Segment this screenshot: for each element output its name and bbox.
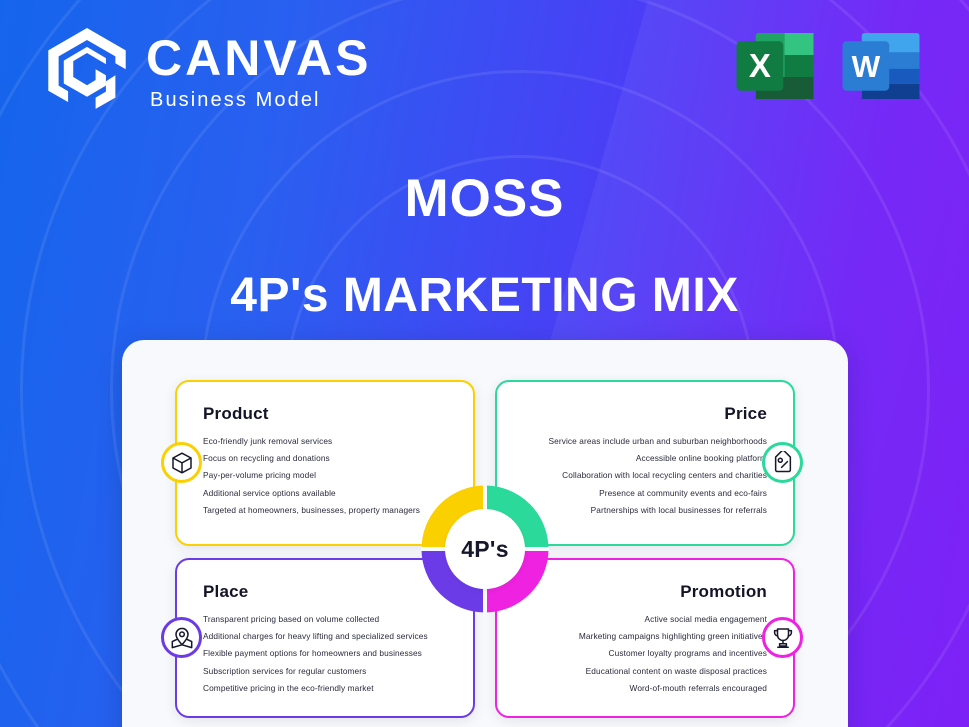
list-item: Presence at community events and eco-fai… xyxy=(599,487,767,498)
quadrant-card-product[interactable]: Product Eco-friendly junk removal servic… xyxy=(175,380,475,546)
card-list-product: Eco-friendly junk removal services Focus… xyxy=(203,437,447,515)
hexagon-canvas-logo-icon xyxy=(48,28,126,109)
hub-core: 4P's xyxy=(445,509,525,589)
list-item: Subscription services for regular custom… xyxy=(203,665,367,676)
list-item: Active social media engagement xyxy=(644,614,767,624)
list-item: Competitive pricing in the eco-friendly … xyxy=(203,682,374,693)
svg-text:X: X xyxy=(749,47,771,84)
list-item: Accessible online booking platform xyxy=(635,453,767,464)
card-title-product: Product xyxy=(203,404,269,423)
page-title: 4P's MARKETING MIX xyxy=(230,269,739,322)
office-icons-group: X W xyxy=(731,22,925,110)
list-item: Targeted at homeowners, businesses, prop… xyxy=(203,504,420,515)
card-title-price: Price xyxy=(724,404,767,423)
word-icon: W xyxy=(842,33,920,99)
quadrant-card-price[interactable]: Price Service areas include urban and su… xyxy=(495,380,795,546)
list-item: Service areas include urban and suburban… xyxy=(548,436,767,446)
map-pin-icon xyxy=(161,617,202,658)
brand-logo: CANVAS Business Model xyxy=(44,26,371,116)
list-item: Pay-per-volume pricing model xyxy=(203,470,317,481)
card-title-promotion: Promotion xyxy=(680,582,767,601)
brand-subtitle: Business Model xyxy=(150,88,321,111)
list-item: Marketing campaigns highlighting green i… xyxy=(578,631,767,642)
trophy-icon xyxy=(762,617,803,658)
list-item: Word-of-mouth referrals encouraged xyxy=(629,682,767,693)
four-ps-donut-icon xyxy=(421,485,549,613)
quadrant-card-promotion[interactable]: Promotion Active social media engagement… xyxy=(495,558,795,718)
brand-title: CANVAS xyxy=(146,29,372,86)
list-item: Flexible payment options for homeowners … xyxy=(203,648,422,659)
list-item: Transparent pricing based on volume coll… xyxy=(203,614,380,624)
center-hub: 4P's xyxy=(421,485,549,613)
list-item: Educational content on waste disposal pr… xyxy=(585,665,767,676)
price-tag-icon xyxy=(762,442,803,483)
card-list-place: Transparent pricing based on volume coll… xyxy=(203,615,447,693)
header: CANVAS Business Model X W xyxy=(0,0,969,150)
list-item: Focus on recycling and donations xyxy=(203,453,330,464)
hub-label: 4P's xyxy=(461,535,509,562)
quadrant-card-place[interactable]: Place Transparent pricing based on volum… xyxy=(175,558,475,718)
list-item: Partnerships with local businesses for r… xyxy=(590,504,767,515)
list-item: Eco-friendly junk removal services xyxy=(203,436,333,446)
card-list-price: Service areas include urban and suburban… xyxy=(523,437,767,515)
list-item: Additional charges for heavy lifting and… xyxy=(203,631,428,642)
svg-text:W: W xyxy=(852,51,881,84)
cube-icon xyxy=(161,442,202,483)
list-item: Customer loyalty programs and incentives xyxy=(608,648,767,659)
list-item: Additional service options available xyxy=(203,487,336,498)
company-name: MOSS xyxy=(404,169,565,228)
list-item: Collaboration with local recycling cente… xyxy=(562,470,767,481)
card-list-promotion: Active social media engagement Marketing… xyxy=(523,615,767,693)
excel-icon: X xyxy=(736,33,814,99)
card-title-place: Place xyxy=(203,582,249,601)
